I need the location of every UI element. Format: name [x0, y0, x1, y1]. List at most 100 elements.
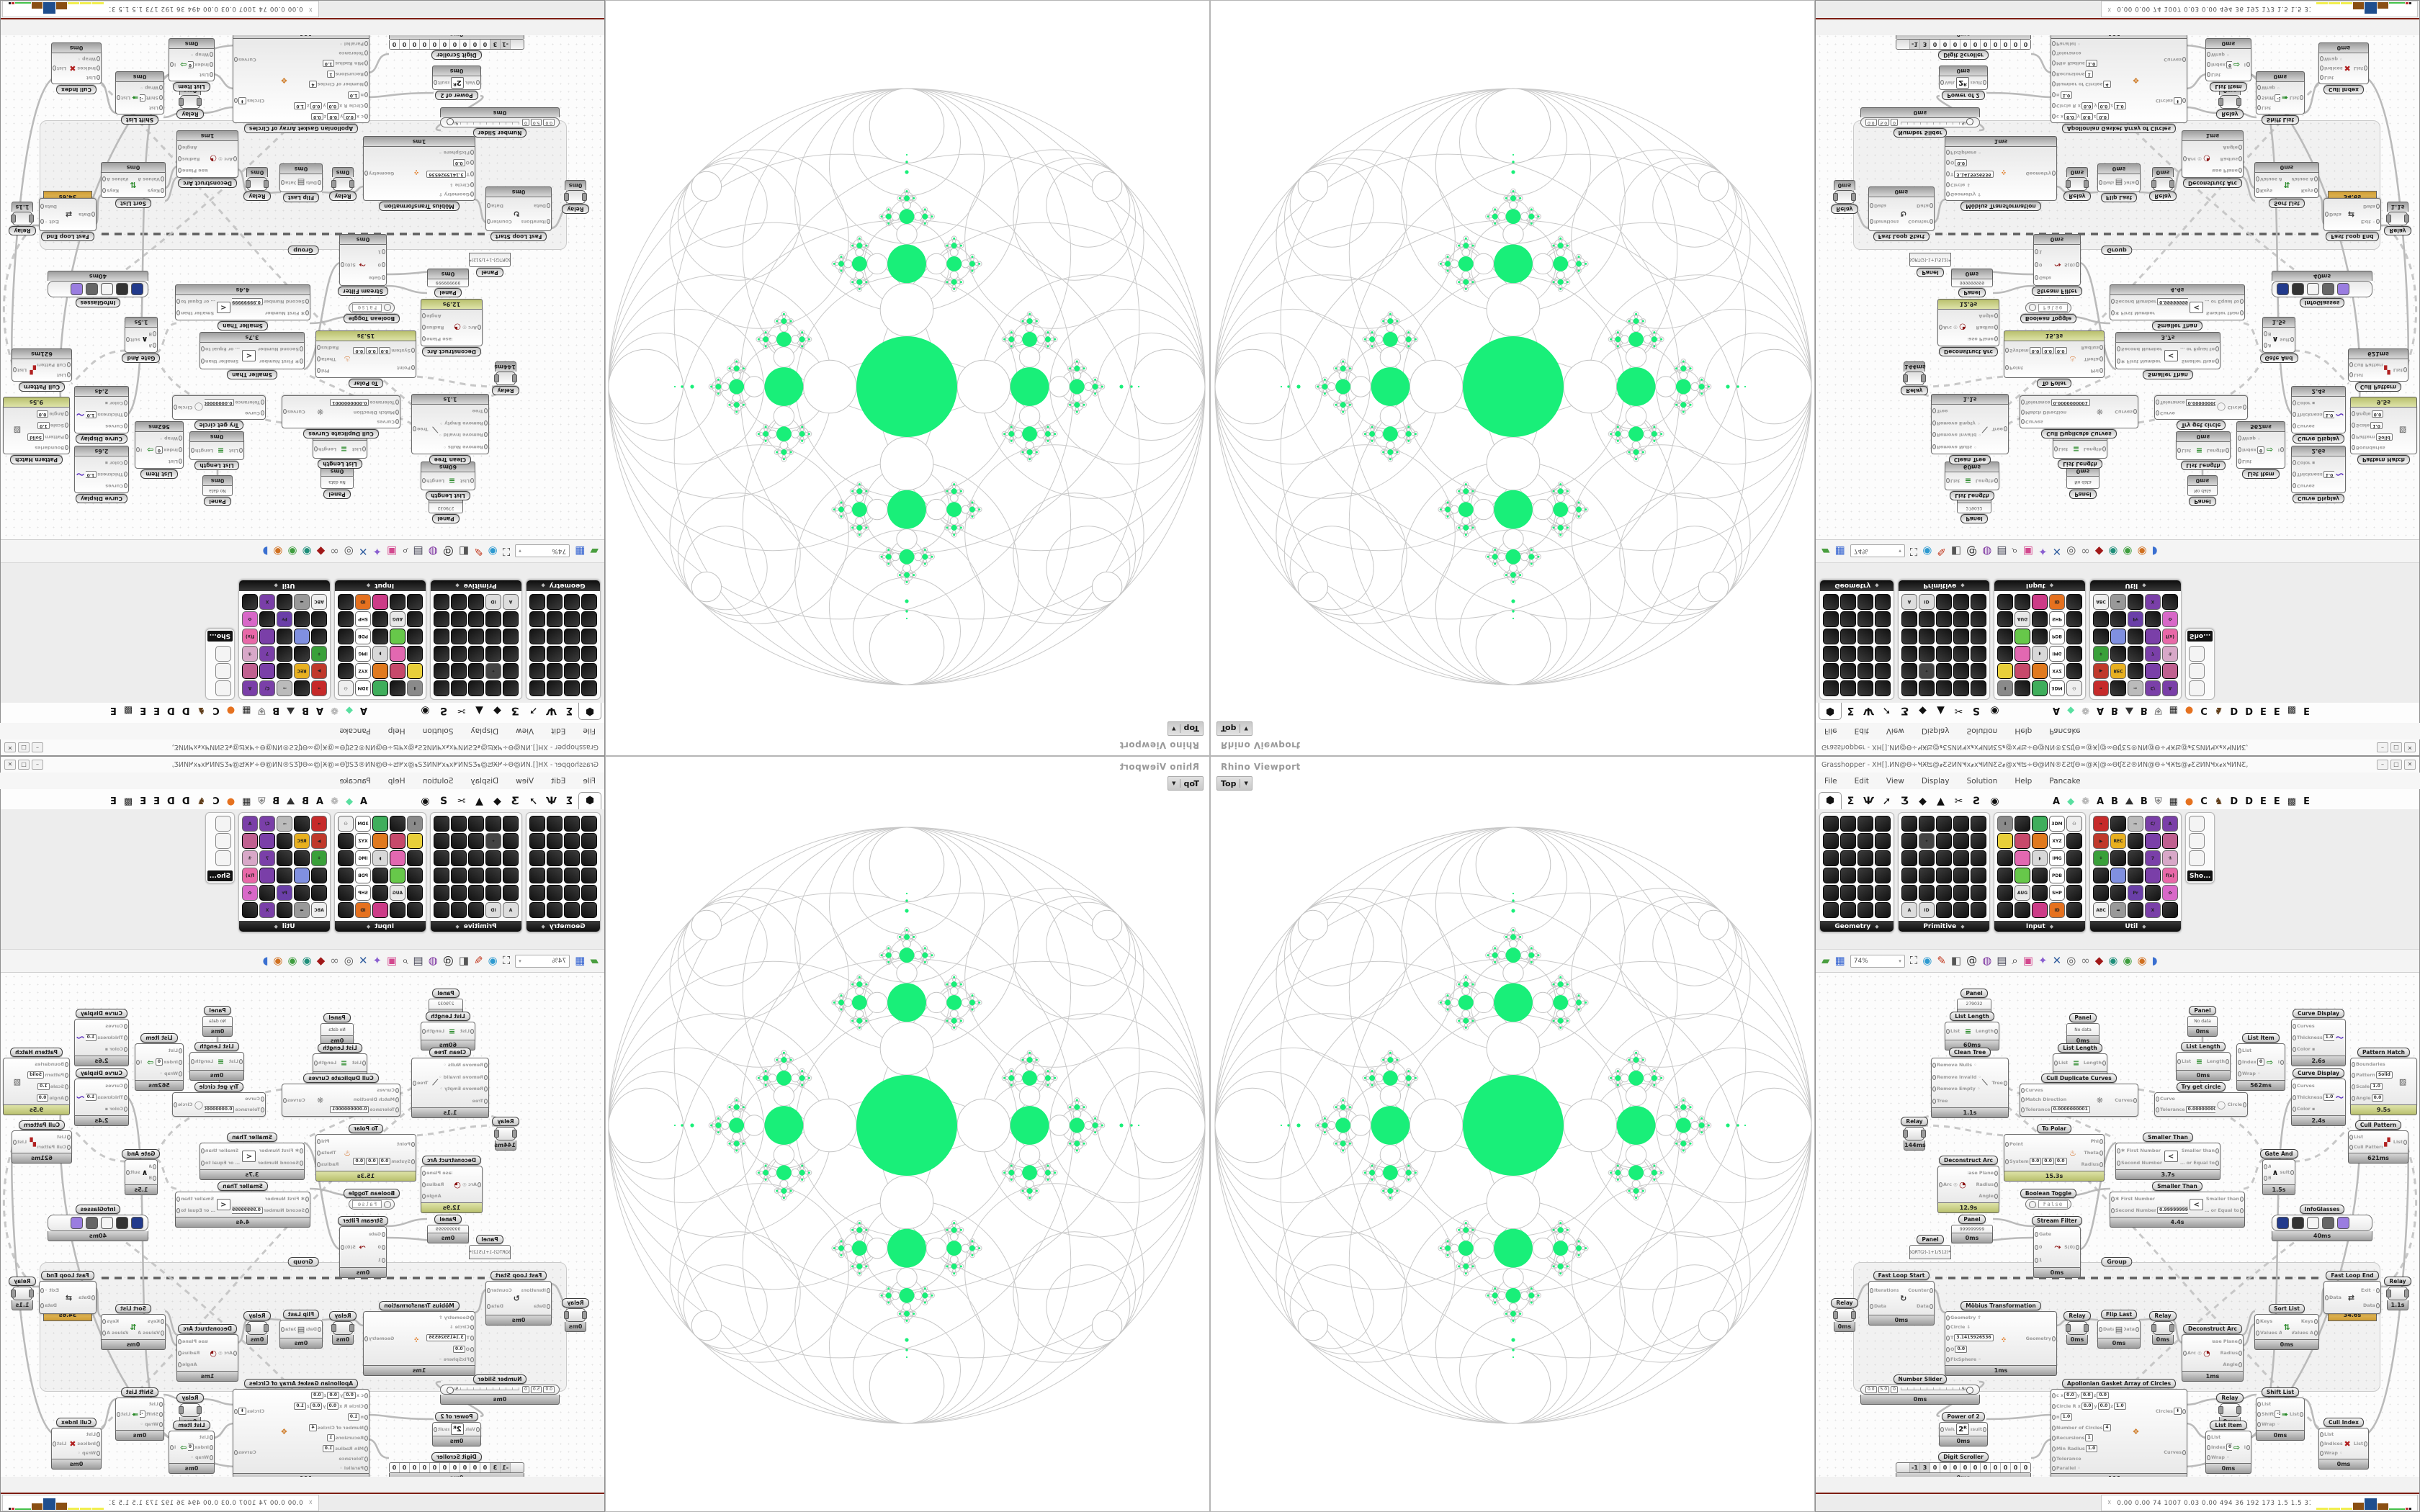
palette-icon[interactable]: 7 — [259, 646, 275, 662]
palette-icon[interactable] — [2032, 868, 2048, 883]
plugin-tab-16[interactable]: ▩ — [2287, 705, 2297, 716]
slider-knob[interactable] — [447, 1387, 454, 1394]
palette-label-geometry[interactable]: Geometry ◆ — [1820, 580, 1894, 591]
gh-node-smaller-than[interactable]: Smaller Than ✱ First Number Second Number <… — [200, 1133, 305, 1180]
palette-icon[interactable] — [1857, 902, 1873, 918]
node-body[interactable]: Arc ◎ ◔ Base Plane Radius Angle — [176, 140, 238, 178]
node-body[interactable]: Boundaries Pattern Solid Scale 1.0 Angle 0.… — [2350, 407, 2417, 454]
palette-icon[interactable]: ID — [485, 902, 501, 918]
toggle-knob-icon[interactable] — [384, 304, 391, 312]
palette-icon[interactable]: ID — [1919, 902, 1935, 918]
infoglasses-body[interactable] — [48, 281, 148, 297]
menu-display[interactable]: Display — [470, 726, 499, 736]
palette-icon[interactable] — [294, 850, 310, 866]
plugin-tab-4[interactable]: B — [2111, 705, 2118, 716]
plugin-tab-6[interactable]: B — [272, 796, 280, 807]
palette-icon[interactable] — [581, 594, 597, 610]
palette-icon[interactable]: ▶ — [2093, 833, 2109, 849]
digit-cell[interactable]: 3 — [1919, 1463, 1930, 1472]
relay-body[interactable] — [565, 190, 586, 204]
save-file-icon[interactable]: ▦ — [1834, 545, 1845, 558]
plugin-tab-14[interactable]: E — [2260, 705, 2267, 716]
palette-icon[interactable] — [581, 833, 597, 849]
palette-icon[interactable] — [1919, 885, 1935, 901]
gh-node-fast-loop-start[interactable]: Fast Loop Start Iterations Data ↻ Counter Dat… — [1868, 186, 1935, 241]
component-tab-0[interactable]: ⬢ — [578, 703, 601, 720]
palette-icon[interactable] — [1971, 663, 1986, 679]
palette-icon[interactable] — [468, 680, 484, 696]
gh-node-apollonian-gasket-array-of-circles[interactable]: Apollonian Gasket Array of Circles c x 0.0… — [2051, 35, 2187, 133]
palette-icon[interactable] — [434, 850, 449, 866]
menu-help[interactable]: Help — [387, 776, 405, 786]
gh-node-smaller-than[interactable]: Smaller Than ✱ First Number Second Number … — [2110, 284, 2245, 330]
gh-node-list-item[interactable]: List Item List Index 0 Wrap ◦ ⇨ i 562ms — [2236, 1033, 2285, 1091]
digit-cell[interactable]: 0 — [410, 40, 420, 49]
palette-icon[interactable]: Pr — [277, 611, 292, 627]
palette-icon[interactable] — [468, 611, 484, 627]
maximize-button[interactable]: □ — [18, 760, 30, 770]
value-chip[interactable]: 1.0 — [322, 59, 335, 67]
node-body[interactable]: Data ⇄ Exit ◦ Data — [39, 1281, 97, 1314]
maximize-button[interactable]: □ — [2390, 742, 2402, 752]
viewport-tab-top[interactable]: Top ▼ — [1216, 776, 1252, 791]
palette-icon[interactable] — [390, 902, 405, 918]
palette-icon[interactable]: ◗ — [372, 646, 388, 662]
document-icon[interactable]: ▤ — [413, 545, 424, 558]
digit-cell[interactable]: 0 — [1980, 40, 1990, 49]
value-chip[interactable]: 0.0 — [344, 1392, 356, 1400]
palette-icon[interactable] — [294, 816, 310, 832]
mention-icon[interactable]: @ — [442, 545, 454, 558]
component-tab-2[interactable]: Ѱ — [1863, 796, 1875, 807]
plugin-tab-16[interactable]: ▩ — [123, 796, 133, 807]
panel-body[interactable]: 279032 — [429, 999, 463, 1009]
palette-icon[interactable]: SHP — [2049, 611, 2065, 627]
palette-icon[interactable]: ◗ — [2032, 646, 2048, 662]
palette-icon[interactable] — [390, 680, 405, 696]
palette-icon[interactable]: f(x) — [242, 629, 258, 644]
palette-icon[interactable] — [547, 833, 563, 849]
component-tab-8[interactable]: Ƨ — [1973, 796, 1981, 807]
palette-icon[interactable] — [1857, 850, 1873, 866]
gh-node-cull-index[interactable]: Cull Index List Indices Wrap ◦ ✖ List 0ms — [51, 42, 102, 94]
palette-icon[interactable] — [1936, 885, 1952, 901]
palette-icon[interactable] — [2128, 850, 2143, 866]
palette-icon[interactable]: A — [1901, 902, 1917, 918]
gem-icon[interactable]: ◆ — [316, 545, 326, 558]
pin-orange-icon[interactable]: ◉ — [273, 954, 283, 967]
gh-node-curve-display[interactable]: Curve Display Curves Thickness 1.0 Color ▪ 〜… — [2291, 1009, 2346, 1066]
palette-icon[interactable] — [372, 902, 388, 918]
digit-cell[interactable]: 0 — [430, 1463, 440, 1472]
node-body[interactable]: ✱ First Number Second Number 0.999999999 <… — [175, 294, 310, 320]
palette-icon[interactable]: ❧ — [2093, 680, 2109, 696]
palette-icon[interactable] — [242, 663, 258, 679]
gh-node-deconstruct-arc[interactable]: Deconstruct Arc Arc ◎ ◔ Base Plane Radius Ang… — [1937, 299, 1999, 356]
relay-body[interactable] — [2151, 1321, 2174, 1335]
palette-icon[interactable]: Pr — [277, 885, 292, 901]
palette-icon[interactable]: ✿ — [2162, 611, 2178, 627]
panel-body[interactable]: 999999999 — [1951, 279, 1993, 287]
component-tab-7[interactable]: ✂ — [457, 796, 466, 807]
palette-icon[interactable] — [2110, 611, 2126, 627]
value-chip[interactable]: 1.0 — [2323, 411, 2334, 419]
value-chip[interactable]: 1.0 — [37, 1083, 50, 1090]
palette-icon[interactable] — [2015, 868, 2030, 883]
value-chip[interactable]: 0.0 — [378, 347, 391, 355]
menu-help[interactable]: Help — [2015, 726, 2033, 736]
palette-icon[interactable]: REC — [2110, 833, 2126, 849]
component-tab-3[interactable]: ➚ — [1882, 796, 1891, 807]
node-body[interactable]: List ≡ Length — [189, 1052, 244, 1071]
palette-icon[interactable] — [242, 594, 258, 610]
palette-icon[interactable] — [2189, 833, 2205, 849]
value-chip[interactable]: 0.0 — [2371, 410, 2384, 418]
palette-icon[interactable] — [1857, 629, 1873, 644]
sketch-icon[interactable]: ✎ — [474, 545, 483, 558]
gh-node-fast-loop-end[interactable]: Fast Loop End Data ⇄ Exit ◦ Data — [2323, 198, 2381, 241]
value-chip[interactable]: 1.0 — [2323, 1093, 2334, 1101]
palette-icon[interactable] — [451, 902, 467, 918]
relay-body[interactable] — [2386, 1287, 2409, 1300]
node-body[interactable]: List Index 0 Wrap ◦ ⇨ i — [169, 48, 215, 81]
